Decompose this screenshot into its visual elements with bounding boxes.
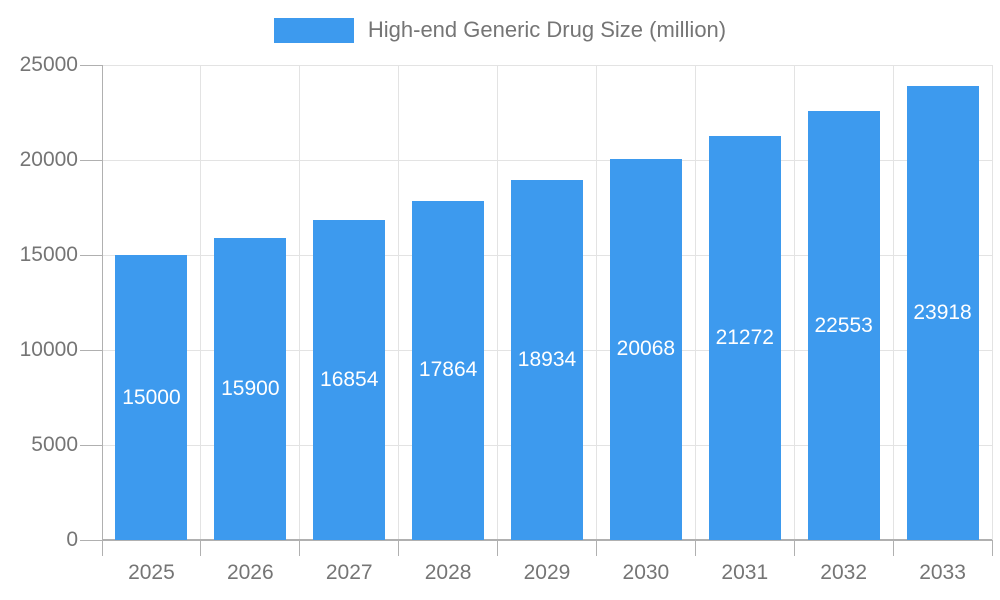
bar-value-label: 18934 bbox=[517, 348, 577, 372]
y-axis-label: 0 bbox=[66, 528, 78, 551]
bar-value-label: 16854 bbox=[320, 367, 379, 391]
x-gridline bbox=[299, 65, 301, 540]
x-tick-mark bbox=[299, 540, 301, 556]
x-axis-label: 2026 bbox=[226, 561, 274, 584]
x-tick-mark bbox=[991, 540, 993, 556]
bar: 16854 bbox=[313, 219, 386, 540]
bar: 21272 bbox=[708, 135, 781, 540]
bar-value-label: 21272 bbox=[715, 325, 774, 349]
x-gridline bbox=[694, 65, 696, 540]
legend-label: High-end Generic Drug Size (million) bbox=[367, 17, 727, 42]
x-gridline bbox=[793, 65, 795, 540]
bar-value-label: 17864 bbox=[418, 358, 478, 382]
chart-legend: High-end Generic Drug Size (million) bbox=[0, 17, 1000, 43]
y-tick-mark bbox=[80, 159, 102, 161]
legend-swatch bbox=[273, 17, 354, 43]
bar: 15900 bbox=[214, 237, 287, 540]
bar-value-label: 15900 bbox=[221, 376, 280, 400]
y-axis-line bbox=[102, 65, 103, 540]
x-axis-label: 2029 bbox=[523, 561, 571, 584]
bar: 18934 bbox=[511, 180, 583, 540]
x-gridline bbox=[991, 65, 993, 540]
x-gridline bbox=[200, 65, 202, 540]
y-axis-label: 25000 bbox=[19, 53, 78, 76]
x-tick-mark bbox=[892, 540, 894, 556]
x-axis-line bbox=[102, 539, 992, 541]
x-gridline bbox=[497, 65, 499, 540]
x-gridline bbox=[595, 65, 597, 540]
bar: 20068 bbox=[609, 158, 682, 540]
y-axis-label: 5000 bbox=[31, 433, 78, 456]
y-axis-label: 15000 bbox=[19, 243, 78, 266]
bar: 23918 bbox=[906, 85, 979, 540]
x-axis-label: 2028 bbox=[424, 561, 472, 584]
bar-value-label: 20068 bbox=[616, 337, 676, 361]
y-tick-mark bbox=[80, 539, 102, 541]
x-axis-label: 2033 bbox=[919, 561, 966, 584]
y-axis-label: 20000 bbox=[19, 148, 78, 171]
x-tick-mark bbox=[793, 540, 795, 556]
x-axis-label: 2027 bbox=[325, 561, 373, 584]
x-tick-mark bbox=[694, 540, 696, 556]
bar-value-label: 23918 bbox=[913, 300, 972, 324]
x-axis-label: 2031 bbox=[721, 561, 769, 584]
x-tick-mark bbox=[101, 540, 103, 556]
y-tick-mark bbox=[80, 64, 102, 66]
bar-value-label: 15000 bbox=[122, 385, 181, 409]
y-tick-mark bbox=[80, 254, 102, 256]
y-axis-label: 10000 bbox=[19, 338, 78, 361]
y-gridline bbox=[102, 64, 992, 66]
x-axis-label: 2032 bbox=[820, 561, 868, 584]
x-gridline bbox=[398, 65, 400, 540]
x-tick-mark bbox=[398, 540, 400, 556]
x-axis-label: 2030 bbox=[622, 561, 670, 584]
x-tick-mark bbox=[595, 540, 597, 556]
x-gridline bbox=[892, 65, 894, 540]
y-tick-mark bbox=[80, 444, 102, 446]
bar: 17864 bbox=[412, 200, 485, 540]
bar-value-label: 22553 bbox=[814, 313, 873, 337]
bar: 15000 bbox=[115, 255, 188, 540]
bar: 22553 bbox=[807, 111, 880, 540]
y-gridline bbox=[102, 159, 992, 161]
x-tick-mark bbox=[200, 540, 202, 556]
x-axis-label: 2025 bbox=[128, 561, 175, 584]
y-tick-mark bbox=[80, 349, 102, 351]
x-tick-mark bbox=[497, 540, 499, 556]
